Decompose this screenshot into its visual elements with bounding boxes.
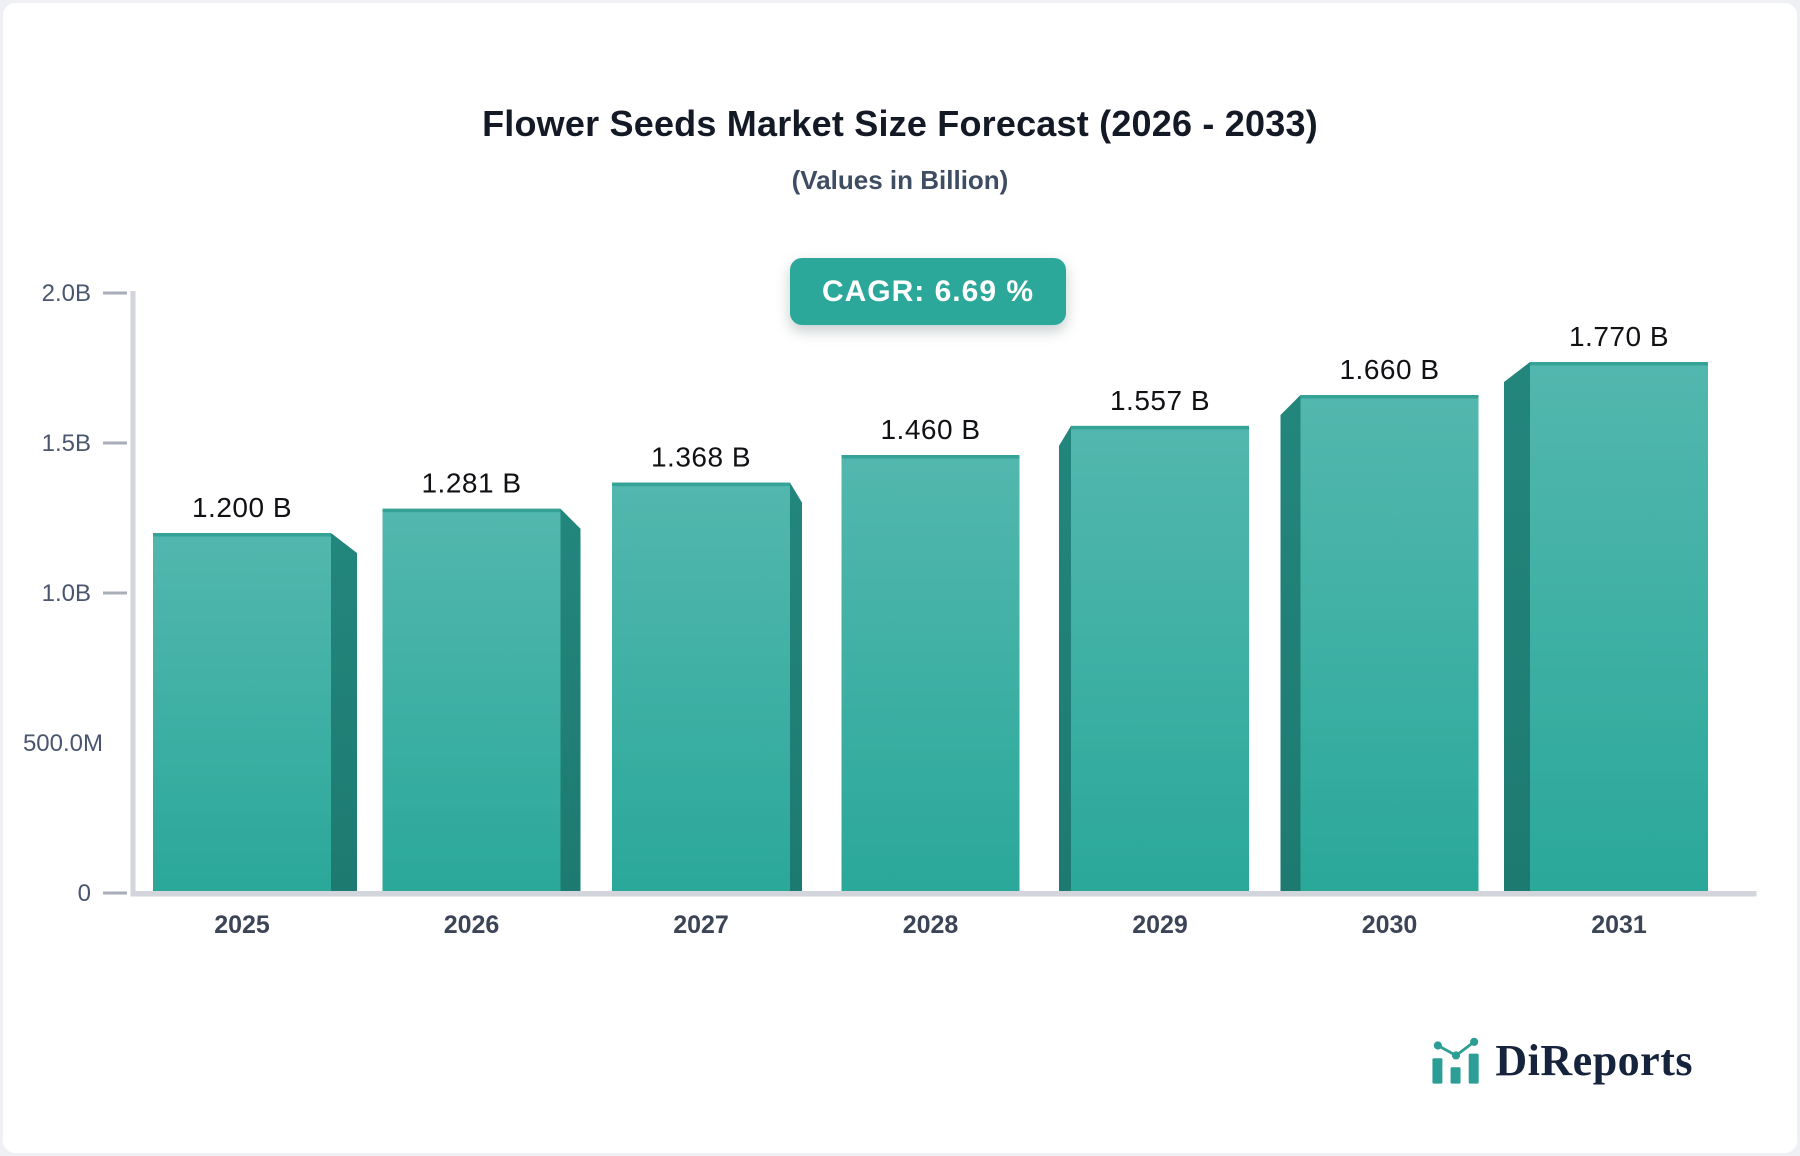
bar-value-label-2027: 1.368 B: [651, 442, 751, 473]
bar-top-edge-2027: [612, 482, 790, 487]
y-axis-line: [130, 291, 136, 896]
x-axis-label-2030: 2030: [1362, 911, 1418, 939]
bar-side-2026: [560, 508, 581, 893]
x-axis-label-2031: 2031: [1591, 911, 1647, 939]
bar-side-2029: [1059, 425, 1071, 893]
bar-top-edge-2028: [841, 455, 1020, 459]
bar-2029: [1071, 425, 1249, 893]
x-axis-label-2027: 2027: [673, 911, 729, 939]
bar-2031: [1530, 362, 1708, 893]
y-axis-label-2.0B: 2.0B: [42, 280, 91, 307]
bar-value-label-2029: 1.557 B: [1110, 385, 1210, 416]
y-axis-tick-1.0B: [103, 591, 127, 595]
bar-side-2025: [331, 533, 357, 893]
chart-subtitle: (Values in Billion): [791, 165, 1009, 195]
chart-card: Flower Seeds Market Size Forecast (2026 …: [3, 3, 1797, 1153]
bar-value-label-2026: 1.281 B: [421, 468, 521, 499]
bar-top-edge-2025: [153, 533, 331, 537]
direports-logo: DiReports: [1427, 1031, 1693, 1089]
bar-2025: [153, 533, 331, 893]
bar-top-edge-2030: [1300, 395, 1479, 399]
y-axis-tick-0: [103, 891, 127, 895]
bar-side-2027: [790, 482, 802, 893]
bar-2026: [382, 508, 561, 893]
y-axis-label-1.0B: 1.0B: [42, 580, 91, 607]
bar-side-2030: [1280, 395, 1301, 893]
direports-logo-text: DiReports: [1495, 1035, 1693, 1085]
bar-value-label-2028: 1.460 B: [880, 414, 980, 445]
cagr-badge: CAGR: 6.69 %: [790, 258, 1066, 325]
x-axis-line: [130, 891, 1757, 897]
y-axis-label-1.5B: 1.5B: [42, 430, 91, 457]
x-axis-label-2028: 2028: [903, 911, 959, 939]
bar-value-label-2030: 1.660 B: [1339, 354, 1439, 385]
x-axis-label-2025: 2025: [214, 911, 270, 939]
bar-2028: [841, 455, 1020, 893]
bar-side-2031: [1504, 362, 1530, 893]
bar-top-edge-2031: [1530, 362, 1708, 366]
bar-top-edge-2026: [382, 508, 561, 513]
x-axis-label-2026: 2026: [444, 911, 500, 939]
x-axis-label-2029: 2029: [1132, 911, 1188, 939]
bar-chart: 1.200 B 2025 1.281 B 2026 1.368 B 2027 1.460 B…: [23, 280, 1757, 939]
bar-value-label-2031: 1.770 B: [1569, 321, 1669, 352]
y-axis-label-500.0M: 500.0M: [23, 730, 103, 757]
y-axis-tick-2.0B: [103, 291, 127, 295]
bar-value-label-2025: 1.200 B: [192, 492, 292, 523]
cagr-badge-label: CAGR: 6.69 %: [821, 274, 1035, 308]
bar-2030: [1300, 395, 1479, 893]
bar-2027: [612, 482, 790, 893]
y-axis-tick-1.5B: [103, 441, 127, 445]
chart-title: Flower Seeds Market Size Forecast (2026 …: [482, 103, 1318, 144]
bar-top-edge-2029: [1071, 425, 1249, 430]
y-axis-label-0: 0: [78, 880, 91, 907]
mini-bar-chart-icon: [1432, 1037, 1480, 1084]
